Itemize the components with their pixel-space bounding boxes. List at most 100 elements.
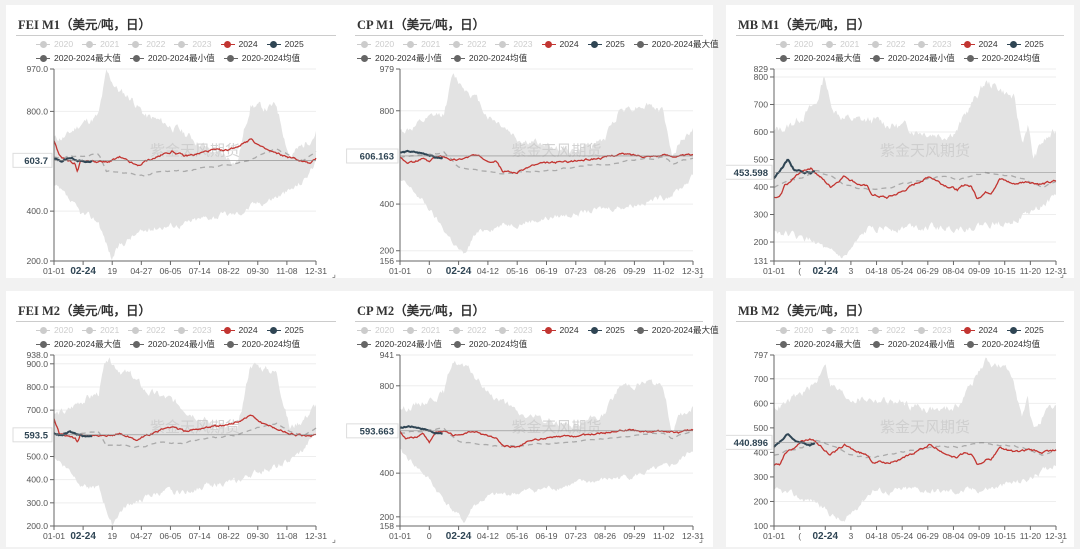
- legend-label: 2020-2024最小值: [375, 339, 442, 349]
- legend-item-2024[interactable]: 2024: [541, 323, 579, 337]
- legend-item-2020[interactable]: 2020: [357, 37, 394, 51]
- legend-marker-icon: [357, 340, 371, 348]
- legend-item-2020-2024最大值[interactable]: 2020-2024最大值: [776, 337, 861, 351]
- legend-item-2023[interactable]: 2023: [174, 37, 212, 51]
- legend-item-2025[interactable]: 2025: [266, 323, 304, 337]
- resize-handle-icon[interactable]: ⌟: [1060, 269, 1064, 278]
- legend-marker-icon: [869, 340, 884, 348]
- y-tick-label: 131: [754, 256, 769, 266]
- legend-label: 2022: [467, 39, 487, 49]
- legend-item-2020-2024最小值[interactable]: 2020-2024最小值: [129, 51, 215, 65]
- series-2024-line: [773, 438, 1057, 466]
- legend-marker-icon: [868, 40, 883, 48]
- legend-marker-icon: [914, 40, 929, 48]
- legend-item-2025[interactable]: 2025: [1006, 37, 1044, 51]
- legend-item-2020-2024最小值[interactable]: 2020-2024最小值: [869, 51, 955, 65]
- legend-item-2020-2024最小值[interactable]: 2020-2024最小值: [357, 51, 442, 65]
- x-tick-label: 09-29: [623, 531, 645, 541]
- legend-item-2020-2024均值[interactable]: 2020-2024均值: [963, 51, 1040, 65]
- legend-item-2024[interactable]: 2024: [541, 37, 579, 51]
- x-tick-label: 12-31: [682, 531, 704, 541]
- legend-item-2024[interactable]: 2024: [220, 37, 258, 51]
- legend-marker-icon: [266, 40, 281, 48]
- legend-item-2020[interactable]: 2020: [36, 323, 73, 337]
- legend-item-2025[interactable]: 2025: [587, 323, 625, 337]
- legend-row: 2020-2024最小值 2020-2024均值: [357, 51, 728, 65]
- legend-item-2020-2024均值[interactable]: 2020-2024均值: [223, 337, 300, 351]
- legend-item-2021[interactable]: 2021: [822, 37, 859, 51]
- legend-row: 2020 2021 2022 2023 2024 2025: [776, 37, 1053, 51]
- resize-handle-icon[interactable]: ⌟: [699, 269, 703, 278]
- legend-item-2023[interactable]: 2023: [174, 323, 212, 337]
- x-tick-label: 08-26: [594, 531, 616, 541]
- legend-label: 2023: [513, 325, 533, 335]
- legend-item-2020-2024最小值[interactable]: 2020-2024最小值: [357, 337, 442, 351]
- y-tick-label: 300: [754, 472, 769, 482]
- resize-handle-icon[interactable]: ⌟: [332, 534, 336, 544]
- title-divider: [736, 321, 1064, 322]
- legend-item-2022[interactable]: 2022: [128, 37, 165, 51]
- legend-item-2020-2024最大值[interactable]: 2020-2024最大值: [633, 37, 719, 51]
- legend-item-2022[interactable]: 2022: [868, 37, 905, 51]
- legend-item-2025[interactable]: 2025: [266, 37, 304, 51]
- legend-item-2022[interactable]: 2022: [449, 323, 486, 337]
- legend-item-2020-2024均值[interactable]: 2020-2024均值: [223, 51, 300, 65]
- y-tick-label: 400.0: [26, 475, 48, 485]
- legend-item-2021[interactable]: 2021: [82, 37, 119, 51]
- legend-item-2024[interactable]: 2024: [220, 323, 258, 337]
- legend-item-2021[interactable]: 2021: [822, 323, 859, 337]
- legend-item-2023[interactable]: 2023: [495, 37, 533, 51]
- legend-row: 2020 2021 2022 2023 2024 2025: [776, 323, 1053, 337]
- x-tick-label: 12-31: [1045, 531, 1067, 541]
- title-divider: [16, 321, 336, 322]
- legend-item-2020-2024均值[interactable]: 2020-2024均值: [450, 51, 527, 65]
- y-tick-label: 400: [754, 182, 769, 192]
- y-tick-label: 158: [380, 521, 395, 531]
- x-axis-pointer-label: 02-24: [70, 266, 96, 277]
- chart-panel-mb-m2: MB M2（美元/吨，日） 2020 2021 2022 2023 2024 2025 202…: [726, 291, 1074, 547]
- legend-marker-icon: [776, 40, 790, 48]
- x-tick-label: 0: [427, 266, 432, 276]
- x-tick-label: 01-01: [43, 531, 65, 541]
- legend-item-2020-2024最大值[interactable]: 2020-2024最大值: [36, 337, 121, 351]
- legend-item-2020[interactable]: 2020: [776, 37, 813, 51]
- legend-marker-icon: [450, 340, 465, 348]
- legend-item-2021[interactable]: 2021: [82, 323, 119, 337]
- chart-title: CP M2（美元/吨，日）: [357, 304, 486, 318]
- legend-item-2020-2024最大值[interactable]: 2020-2024最大值: [633, 323, 719, 337]
- legend-item-2020-2024均值[interactable]: 2020-2024均值: [963, 337, 1040, 351]
- y-tick-label: 700.0: [26, 405, 48, 415]
- legend-item-2023[interactable]: 2023: [914, 37, 952, 51]
- legend-item-2022[interactable]: 2022: [868, 323, 905, 337]
- chart-legend: 2020 2021 2022 2023 2024 2025 2020-2024最大值 2020…: [776, 323, 1053, 351]
- legend-item-2020-2024最小值[interactable]: 2020-2024最小值: [129, 337, 215, 351]
- legend-item-2025[interactable]: 2025: [587, 37, 625, 51]
- y-tick-label: 800.0: [26, 106, 48, 116]
- legend-item-2024[interactable]: 2024: [960, 323, 998, 337]
- legend-item-2021[interactable]: 2021: [403, 323, 440, 337]
- legend-item-2024[interactable]: 2024: [960, 37, 998, 51]
- y-axis-pointer-value: 453.598: [734, 168, 768, 179]
- chart-plot: 紫金天风期货 200.0 300.0 400.0 500.0 700.0 800.0 900.…: [12, 350, 336, 544]
- resize-handle-icon[interactable]: ⌟: [332, 269, 336, 278]
- legend-item-2020-2024最小值[interactable]: 2020-2024最小值: [869, 337, 955, 351]
- legend-item-2023[interactable]: 2023: [495, 323, 533, 337]
- legend-item-2022[interactable]: 2022: [128, 323, 165, 337]
- resize-handle-icon[interactable]: ⌟: [1060, 534, 1064, 544]
- legend-marker-icon: [633, 326, 648, 334]
- watermark: 紫金天风期货: [880, 418, 970, 436]
- x-tick-label: 06-05: [159, 531, 181, 541]
- legend-item-2021[interactable]: 2021: [403, 37, 440, 51]
- legend-item-2020[interactable]: 2020: [357, 323, 394, 337]
- legend-item-2020[interactable]: 2020: [776, 323, 813, 337]
- legend-item-2020-2024最大值[interactable]: 2020-2024最大值: [36, 51, 121, 65]
- legend-item-2020[interactable]: 2020: [36, 37, 73, 51]
- legend-item-2022[interactable]: 2022: [449, 37, 486, 51]
- y-tick-label: 300: [754, 210, 769, 220]
- legend-item-2020-2024均值[interactable]: 2020-2024均值: [450, 337, 527, 351]
- legend-item-2025[interactable]: 2025: [1006, 323, 1044, 337]
- x-tick-label: 19: [107, 531, 117, 541]
- legend-item-2020-2024最大值[interactable]: 2020-2024最大值: [776, 51, 861, 65]
- resize-handle-icon[interactable]: ⌟: [699, 534, 703, 544]
- legend-item-2023[interactable]: 2023: [914, 323, 952, 337]
